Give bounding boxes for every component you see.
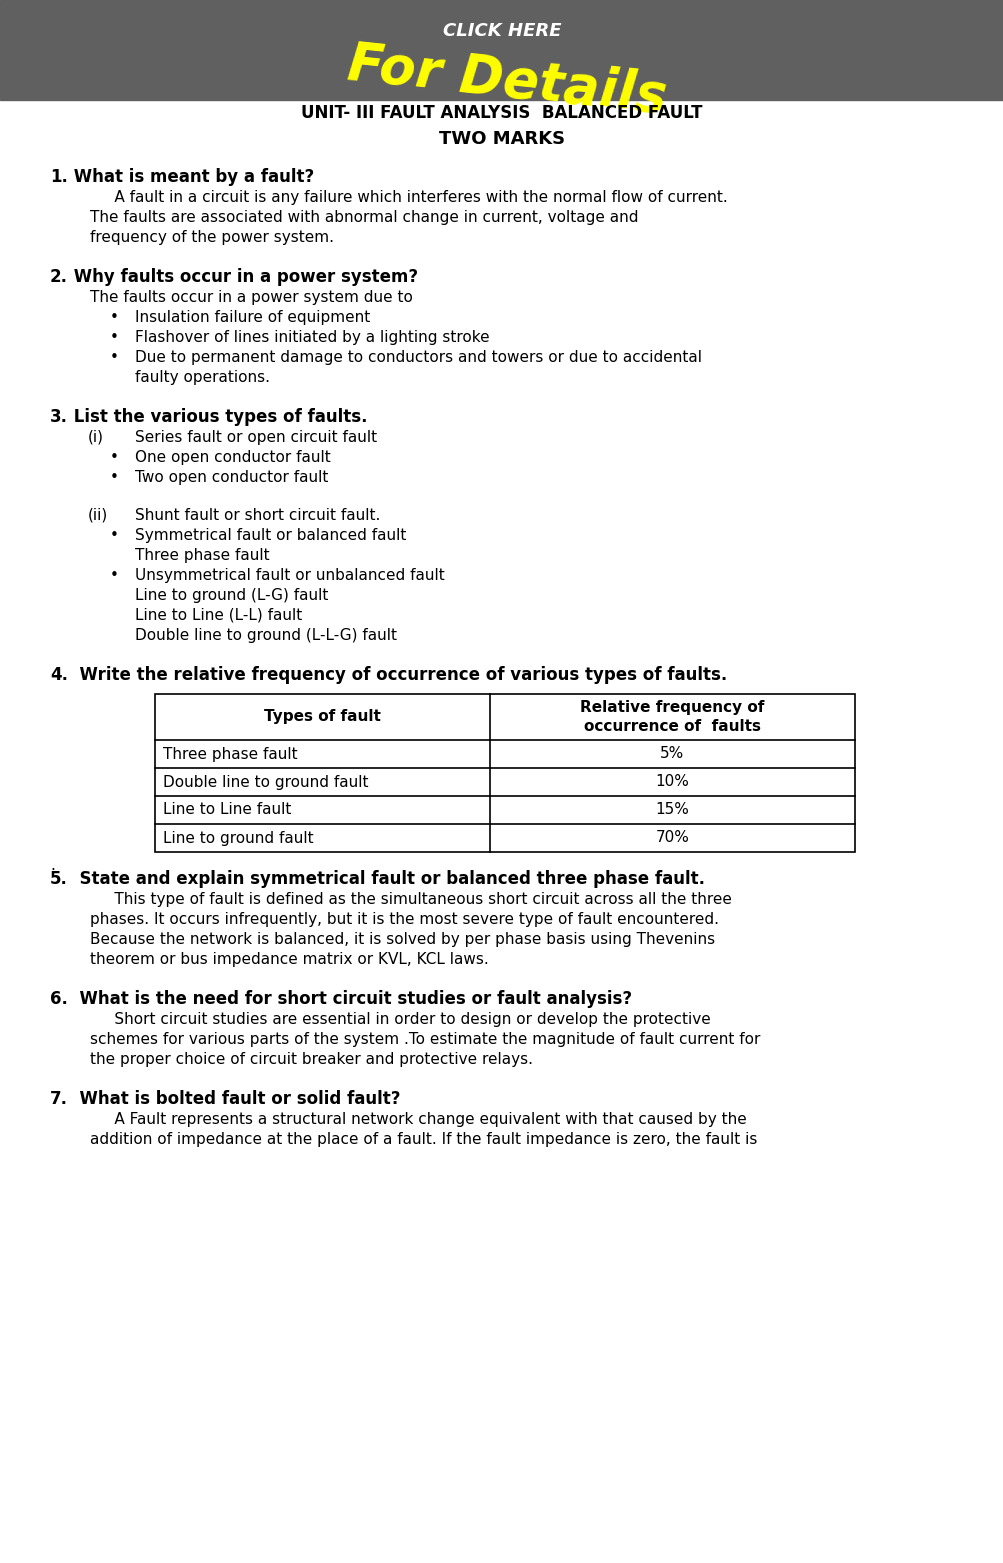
Text: •: •: [110, 470, 118, 485]
Text: •: •: [110, 309, 118, 325]
Bar: [0, 0, 1003, 100]
Text: faulty operations.: faulty operations.: [134, 370, 270, 384]
Text: •: •: [110, 567, 118, 583]
Text: 5.: 5.: [50, 871, 68, 888]
Bar: [154, 694, 855, 852]
Text: (i): (i): [88, 430, 104, 445]
Text: 5%: 5%: [660, 747, 684, 761]
Text: Because the network is balanced, it is solved by per phase basis using Thevenins: Because the network is balanced, it is s…: [90, 932, 714, 947]
Text: A fault in a circuit is any failure which interferes with the normal flow of cur: A fault in a circuit is any failure whic…: [90, 191, 727, 205]
Text: 4.: 4.: [50, 666, 68, 685]
Text: Three phase fault: Three phase fault: [162, 747, 297, 761]
Text: •: •: [110, 350, 118, 366]
Text: The faults occur in a power system due to: The faults occur in a power system due t…: [90, 291, 412, 305]
Text: The faults are associated with abnormal change in current, voltage and: The faults are associated with abnormal …: [90, 209, 638, 225]
Text: Flashover of lines initiated by a lighting stroke: Flashover of lines initiated by a lighti…: [134, 330, 489, 345]
Text: Types of fault: Types of fault: [264, 710, 380, 725]
Text: (ii): (ii): [88, 508, 108, 524]
Text: TWO MARKS: TWO MARKS: [438, 130, 565, 148]
Text: .: .: [50, 858, 55, 874]
Text: 6.: 6.: [50, 989, 68, 1008]
Text: Unsymmetrical fault or unbalanced fault: Unsymmetrical fault or unbalanced fault: [134, 567, 444, 583]
Text: 1.: 1.: [50, 167, 68, 186]
Text: Shunt fault or short circuit fault.: Shunt fault or short circuit fault.: [134, 508, 380, 524]
Text: Line to Line fault: Line to Line fault: [162, 802, 291, 817]
Text: Line to Line (L-L) fault: Line to Line (L-L) fault: [134, 608, 302, 624]
Text: addition of impedance at the place of a fault. If the fault impedance is zero, t: addition of impedance at the place of a …: [90, 1132, 756, 1147]
Text: Insulation failure of equipment: Insulation failure of equipment: [134, 309, 370, 325]
Text: Three phase fault: Three phase fault: [134, 549, 270, 563]
Text: •: •: [110, 330, 118, 345]
Text: A Fault represents a structural network change equivalent with that caused by th: A Fault represents a structural network …: [90, 1111, 746, 1127]
Text: theorem or bus impedance matrix or KVL, KCL laws.: theorem or bus impedance matrix or KVL, …: [90, 952, 488, 967]
Text: frequency of the power system.: frequency of the power system.: [90, 230, 334, 245]
Text: 70%: 70%: [655, 830, 689, 846]
Text: 7.: 7.: [50, 1089, 68, 1108]
Text: For Details: For Details: [345, 38, 668, 123]
Text: One open conductor fault: One open conductor fault: [134, 450, 330, 466]
Text: 3.: 3.: [50, 408, 68, 427]
Text: Line to ground fault: Line to ground fault: [162, 830, 313, 846]
Text: 10%: 10%: [655, 775, 689, 789]
Text: Short circuit studies are essential in order to design or develop the protective: Short circuit studies are essential in o…: [90, 1011, 710, 1027]
Text: Two open conductor fault: Two open conductor fault: [134, 470, 328, 485]
Text: •: •: [110, 528, 118, 542]
Text: What is the need for short circuit studies or fault analysis?: What is the need for short circuit studi…: [68, 989, 632, 1008]
Text: Series fault or open circuit fault: Series fault or open circuit fault: [134, 430, 377, 445]
Text: Why faults occur in a power system?: Why faults occur in a power system?: [68, 267, 417, 286]
Text: the proper choice of circuit breaker and protective relays.: the proper choice of circuit breaker and…: [90, 1052, 533, 1068]
Text: Line to ground (L-G) fault: Line to ground (L-G) fault: [134, 588, 328, 603]
Text: 2.: 2.: [50, 267, 68, 286]
Text: What is bolted fault or solid fault?: What is bolted fault or solid fault?: [68, 1089, 400, 1108]
Text: schemes for various parts of the system .To estimate the magnitude of fault curr: schemes for various parts of the system …: [90, 1032, 759, 1047]
Text: List the various types of faults.: List the various types of faults.: [68, 408, 367, 427]
Text: Double line to ground fault: Double line to ground fault: [162, 775, 368, 789]
Text: •: •: [110, 450, 118, 466]
Text: This type of fault is defined as the simultaneous short circuit across all the t: This type of fault is defined as the sim…: [90, 892, 731, 907]
Text: CLICK HERE: CLICK HERE: [442, 22, 561, 41]
Text: State and explain symmetrical fault or balanced three phase fault.: State and explain symmetrical fault or b…: [68, 871, 704, 888]
Text: What is meant by a fault?: What is meant by a fault?: [68, 167, 314, 186]
Text: phases. It occurs infrequently, but it is the most severe type of fault encounte: phases. It occurs infrequently, but it i…: [90, 911, 718, 927]
Text: UNIT- III FAULT ANALYSIS  BALANCED FAULT: UNIT- III FAULT ANALYSIS BALANCED FAULT: [301, 105, 702, 122]
Text: 15%: 15%: [655, 802, 689, 817]
Text: Write the relative frequency of occurrence of various types of faults.: Write the relative frequency of occurren…: [68, 666, 726, 685]
Text: Relative frequency of
occurrence of  faults: Relative frequency of occurrence of faul…: [580, 700, 764, 735]
Text: Symmetrical fault or balanced fault: Symmetrical fault or balanced fault: [134, 528, 406, 542]
Text: Due to permanent damage to conductors and towers or due to accidental: Due to permanent damage to conductors an…: [134, 350, 701, 366]
Text: Double line to ground (L-L-G) fault: Double line to ground (L-L-G) fault: [134, 628, 396, 642]
